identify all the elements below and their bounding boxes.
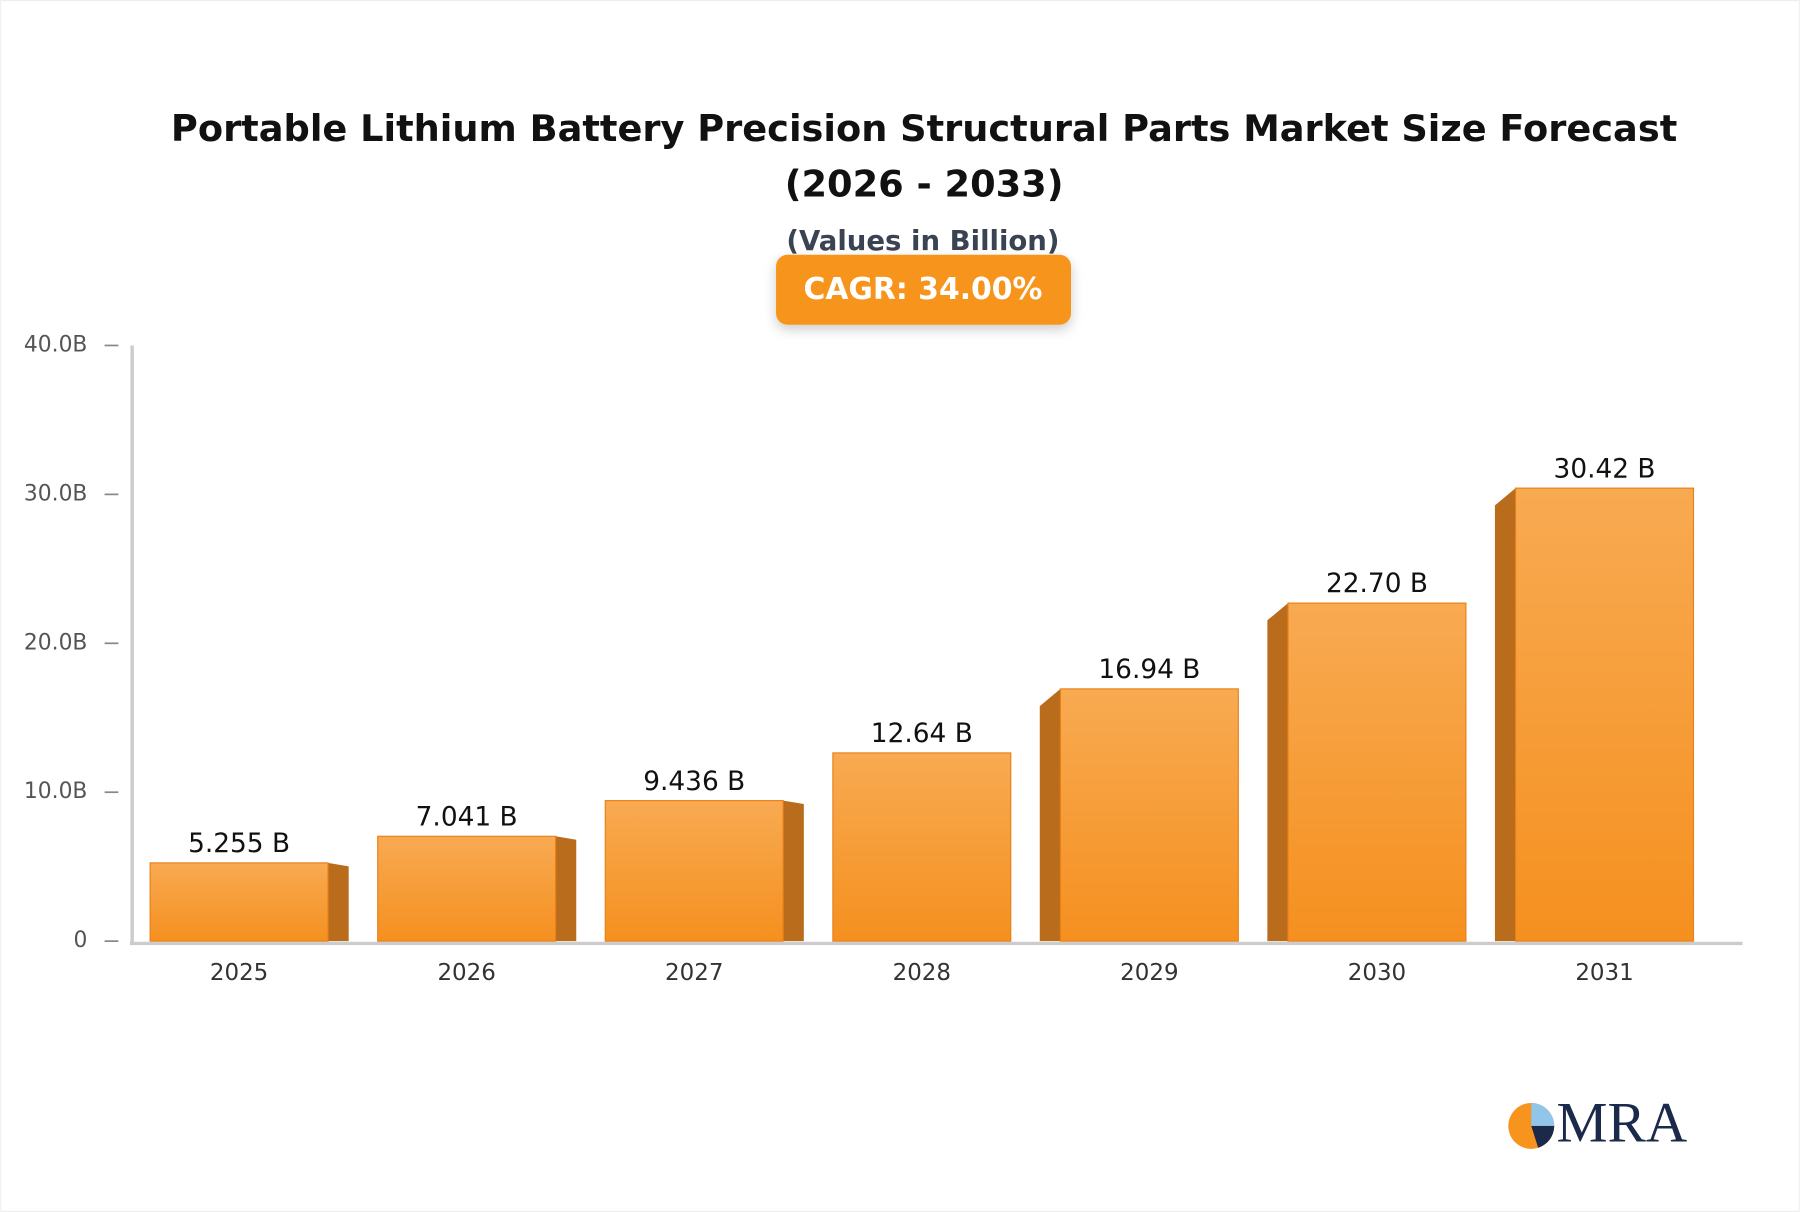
bar-side [328, 862, 349, 942]
value-label: 5.255 B [188, 829, 290, 859]
y-tick-label: 10.0B [24, 779, 88, 804]
chart-title: Portable Lithium Battery Precision Struc… [170, 106, 1678, 206]
x-tick-label: 2025 [210, 960, 268, 986]
bar-side [1267, 603, 1289, 942]
y-tick-label: 40.0B [24, 332, 88, 357]
value-label: 30.42 B [1554, 454, 1656, 484]
logo-icon [1531, 1102, 1555, 1126]
bar [149, 862, 329, 942]
bar [832, 752, 1012, 942]
cagr-badge [776, 254, 1072, 325]
value-label: 16.94 B [1098, 655, 1200, 685]
x-tick-label: 2028 [893, 960, 951, 986]
value-label: 22.70 B [1326, 569, 1428, 599]
x-tick-label: 2030 [1348, 960, 1406, 986]
value-label: 9.436 B [643, 767, 745, 797]
x-tick-label: 2029 [1120, 960, 1178, 986]
title-box: Portable Lithium Battery Precision Struc… [170, 106, 1678, 206]
chart-subtitle: (Values in Billion) [786, 225, 1059, 257]
x-tick-label: 2027 [665, 960, 723, 986]
bar-side [783, 800, 804, 942]
bar [1059, 688, 1239, 942]
logo: MRA [1508, 1091, 1688, 1154]
bar [1515, 487, 1695, 942]
bar-side [1494, 488, 1516, 942]
bar-side [555, 836, 577, 942]
cagr-label: CAGR: 34.00% [803, 272, 1042, 307]
y-tick-label: 0 [74, 928, 88, 953]
logo-text: MRA [1557, 1091, 1688, 1154]
bar-side [1039, 688, 1061, 942]
y-tick-label: 30.0B [24, 481, 88, 506]
bar [377, 835, 557, 942]
logo-icon [1531, 1125, 1555, 1148]
value-label: 7.041 B [416, 802, 518, 832]
x-tick-label: 2031 [1575, 960, 1633, 986]
bar [604, 800, 784, 942]
bar [1287, 602, 1467, 942]
y-tick-label: 20.0B [24, 630, 88, 655]
value-label: 12.64 B [871, 719, 973, 749]
x-tick-label: 2026 [437, 960, 495, 986]
